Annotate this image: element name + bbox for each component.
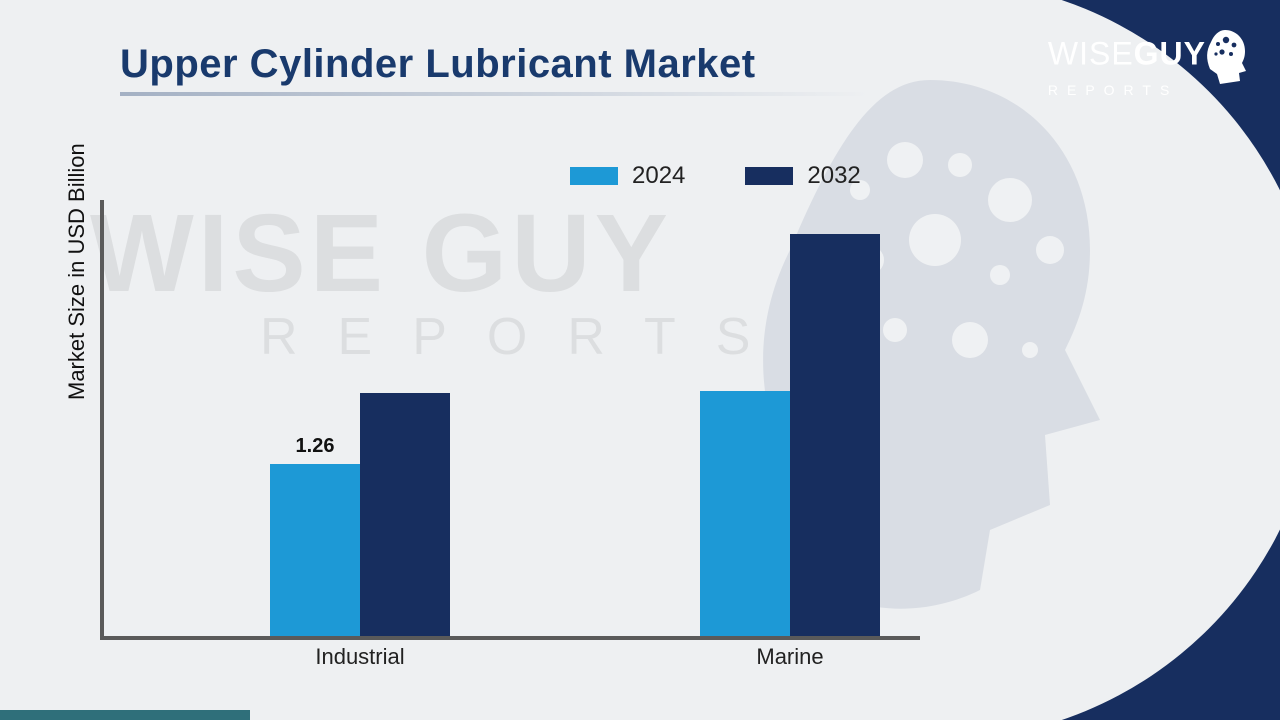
- legend-swatch-2024: [570, 167, 618, 185]
- x-category-label: Industrial: [315, 644, 404, 670]
- chart-area: 1.26Industrial Marine: [100, 200, 920, 640]
- title-underline: [120, 92, 870, 96]
- bar: [790, 234, 880, 636]
- legend-label-2032: 2032: [807, 162, 860, 190]
- brand-logo-line1: WISEGUY: [1048, 28, 1250, 84]
- brand-logo-line2: REPORTS: [1048, 82, 1250, 98]
- x-axis-line: [100, 636, 920, 640]
- y-axis-label: Market Size in USD Billion: [64, 143, 90, 400]
- brand-logo-word2: GUY: [1134, 35, 1206, 71]
- legend-item-2024: 2024: [570, 162, 685, 190]
- brand-logo-head-icon: [1200, 28, 1250, 84]
- bar: [270, 464, 360, 636]
- bar-group: 1.26Industrial: [270, 393, 450, 636]
- bottom-strip: [0, 710, 250, 720]
- chart-title: Upper Cylinder Lubricant Market: [120, 42, 756, 87]
- brand-logo-word1: WISE: [1048, 35, 1134, 71]
- bar-value-label: 1.26: [296, 435, 335, 458]
- stage: Upper Cylinder Lubricant Market WISE GUY…: [0, 0, 1280, 720]
- bar-group: Marine: [700, 234, 880, 636]
- bar: [360, 393, 450, 636]
- legend-swatch-2032: [745, 167, 793, 185]
- x-category-label: Marine: [756, 644, 823, 670]
- y-axis-line: [100, 200, 104, 640]
- bar: [700, 391, 790, 636]
- legend: 2024 2032: [570, 162, 861, 190]
- brand-logo: WISEGUY REPORTS: [1048, 28, 1250, 98]
- legend-item-2032: 2032: [745, 162, 860, 190]
- legend-label-2024: 2024: [632, 162, 685, 190]
